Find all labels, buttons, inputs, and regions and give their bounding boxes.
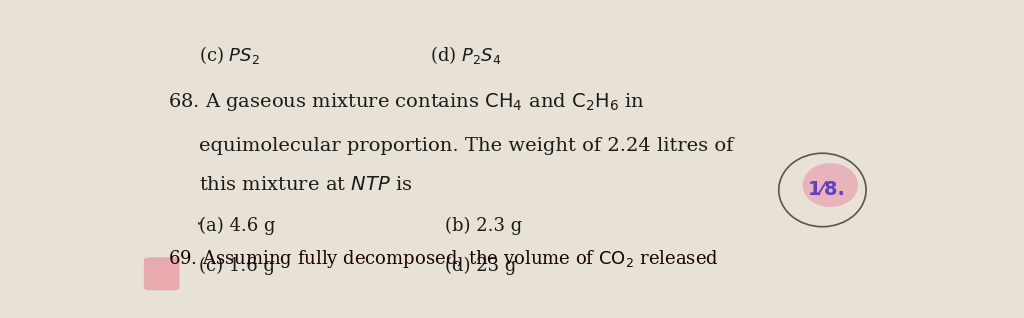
Text: 1⁄8.: 1⁄8. [808,181,845,199]
Text: equimolecular proportion. The weight of 2.24 litres of: equimolecular proportion. The weight of … [200,137,734,155]
Text: (c) 1.6 g: (c) 1.6 g [200,257,275,275]
Text: (a) 4.6 g: (a) 4.6 g [200,216,275,235]
FancyBboxPatch shape [143,257,179,290]
Text: this mixture at $\mathit{NTP}$ is: this mixture at $\mathit{NTP}$ is [200,176,413,194]
Text: (d) 23 g: (d) 23 g [445,257,517,275]
Text: (d) $P_2S_4$: (d) $P_2S_4$ [430,44,501,66]
Text: 68. A gaseous mixture contains $\mathrm{CH_4}$ and $\mathrm{C_2H_6}$ in: 68. A gaseous mixture contains $\mathrm{… [168,91,644,113]
Text: ✓: ✓ [196,217,206,230]
Text: (b) 2.3 g: (b) 2.3 g [445,216,522,235]
Text: 69. Assuming fully decomposed, the volume of $\mathrm{CO_2}$ released: 69. Assuming fully decomposed, the volum… [168,247,719,270]
Text: (c) $PS_2$: (c) $PS_2$ [200,44,260,66]
Ellipse shape [803,163,858,207]
